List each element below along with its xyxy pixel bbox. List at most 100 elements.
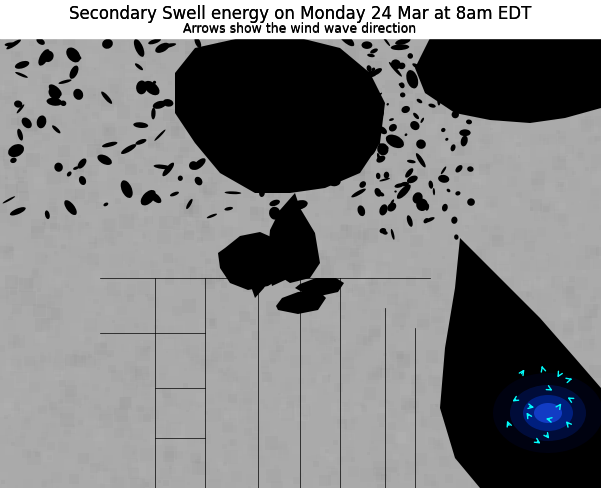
Bar	[273, 336, 282, 346]
Bar	[42, 400, 53, 411]
Bar	[140, 341, 142, 344]
Ellipse shape	[453, 98, 459, 103]
Bar	[478, 337, 484, 343]
Bar	[264, 160, 272, 168]
Bar	[237, 77, 244, 84]
Bar	[404, 127, 412, 136]
Bar	[430, 274, 433, 276]
Bar	[525, 167, 536, 179]
Ellipse shape	[456, 192, 460, 196]
Bar	[377, 354, 392, 368]
Bar	[141, 234, 147, 239]
Bar	[11, 470, 22, 481]
Bar	[346, 128, 352, 135]
Bar	[205, 281, 216, 293]
Ellipse shape	[66, 48, 81, 63]
Bar	[77, 452, 88, 464]
Bar	[501, 367, 504, 370]
Bar	[41, 414, 44, 417]
Bar	[320, 447, 329, 456]
Bar	[49, 425, 60, 435]
Bar	[498, 308, 511, 320]
Bar	[138, 479, 142, 484]
Bar	[248, 486, 251, 488]
Bar	[29, 42, 34, 47]
Bar	[514, 108, 526, 121]
Bar	[53, 120, 57, 123]
Bar	[560, 147, 572, 160]
Bar	[453, 135, 463, 146]
Bar	[452, 69, 465, 82]
Bar	[70, 288, 74, 292]
Bar	[433, 377, 445, 390]
Bar	[598, 207, 600, 209]
Text: Secondary Swell energy on Monday 24 Mar at 8am EDT: Secondary Swell energy on Monday 24 Mar …	[69, 5, 531, 23]
Bar	[153, 325, 165, 337]
Bar	[18, 408, 23, 414]
Polygon shape	[295, 279, 344, 296]
Bar	[528, 102, 531, 105]
Bar	[338, 302, 346, 310]
Bar	[55, 350, 63, 358]
Bar	[418, 152, 423, 157]
Bar	[383, 101, 388, 106]
Bar	[397, 473, 400, 476]
Bar	[37, 294, 51, 308]
Ellipse shape	[194, 104, 198, 112]
Bar	[590, 447, 593, 449]
Bar	[236, 389, 243, 396]
Bar	[342, 402, 347, 407]
Bar	[168, 34, 180, 46]
Ellipse shape	[407, 216, 413, 227]
Bar	[230, 245, 238, 254]
Bar	[368, 366, 382, 380]
Bar	[181, 338, 190, 347]
Bar	[16, 202, 24, 209]
Bar	[197, 393, 205, 402]
Bar	[225, 201, 237, 213]
Bar	[585, 279, 587, 282]
Bar	[142, 482, 154, 488]
Bar	[427, 95, 440, 108]
Bar	[380, 192, 391, 202]
Bar	[374, 107, 381, 114]
Bar	[419, 108, 426, 115]
Bar	[246, 444, 259, 456]
Bar	[371, 337, 384, 350]
Bar	[8, 96, 11, 100]
Bar	[552, 41, 565, 54]
Bar	[49, 402, 57, 410]
Bar	[487, 427, 496, 436]
Bar	[470, 458, 483, 471]
Ellipse shape	[189, 162, 198, 170]
Bar	[450, 388, 455, 393]
Bar	[91, 190, 99, 197]
Bar	[88, 407, 102, 421]
Bar	[290, 201, 296, 206]
Bar	[316, 159, 325, 168]
Bar	[61, 156, 75, 170]
Bar	[556, 413, 563, 420]
Bar	[370, 441, 383, 455]
Bar	[395, 305, 409, 320]
Ellipse shape	[412, 64, 421, 70]
Bar	[566, 155, 569, 158]
Bar	[356, 155, 365, 164]
Bar	[555, 95, 569, 109]
Bar	[263, 254, 267, 259]
Bar	[406, 401, 419, 414]
Bar	[108, 366, 115, 373]
Bar	[323, 357, 326, 360]
Bar	[477, 143, 484, 151]
Bar	[457, 342, 467, 352]
Bar	[499, 415, 507, 423]
Bar	[353, 394, 362, 403]
Bar	[264, 383, 268, 386]
Bar	[368, 365, 376, 373]
Bar	[229, 413, 236, 420]
Bar	[201, 92, 215, 106]
Ellipse shape	[398, 63, 405, 70]
Bar	[361, 272, 371, 282]
Bar	[530, 257, 534, 260]
Bar	[465, 60, 472, 67]
